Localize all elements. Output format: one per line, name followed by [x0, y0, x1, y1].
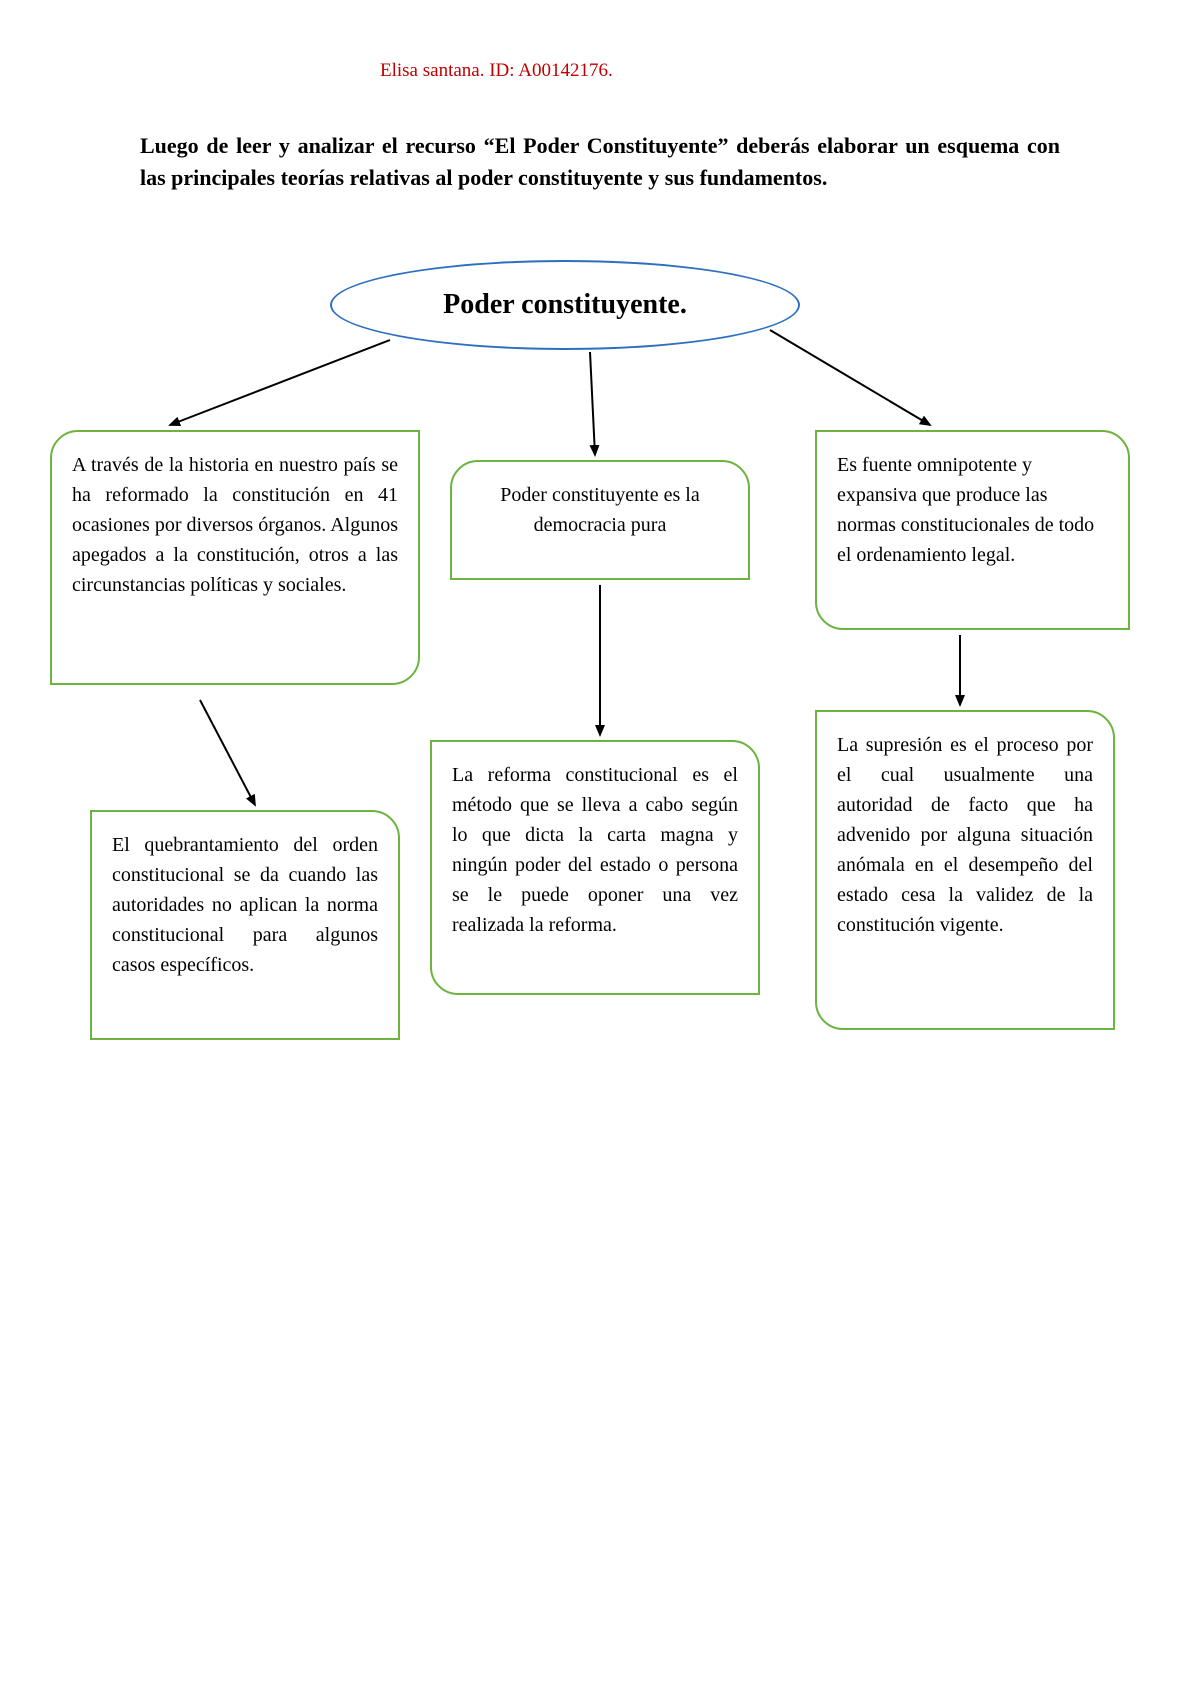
diagram-box-breaking: El quebrantamiento del orden constitucio… [90, 810, 400, 1040]
diagram-title-node: Poder constituyente. [330, 260, 800, 350]
page-header-id: Elisa santana. ID: A00142176. [380, 60, 613, 82]
diagram-box-suppression: La supresión es el proceso por el cual u… [815, 710, 1115, 1030]
intro-paragraph: Luego de leer y analizar el recurso “El … [140, 130, 1060, 194]
diagram-box-reform: La reforma constitucional es el método q… [430, 740, 760, 995]
diagram-box-history: A través de la historia en nuestro país … [50, 430, 420, 685]
diagram-title-text: Poder constituyente. [443, 289, 687, 321]
diagram-box-source: Es fuente omnipotente y expansiva que pr… [815, 430, 1130, 630]
diagram-box-democracy: Poder constituyente es la democracia pur… [450, 460, 750, 580]
